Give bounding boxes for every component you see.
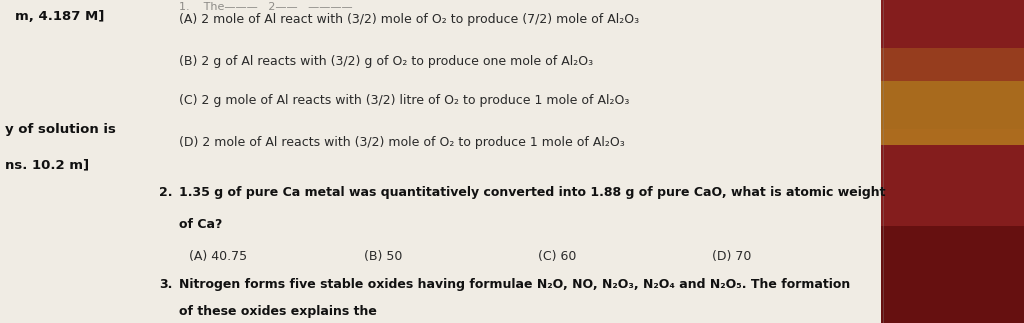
Text: 1.    The———   2——   ————: 1. The——— 2—— ———— (179, 2, 353, 12)
Text: (B) 50: (B) 50 (364, 250, 401, 263)
Text: m, 4.187 M]: m, 4.187 M] (15, 10, 104, 23)
Text: (A) 2 mole of Al react with (3/2) mole of O₂ to produce (7/2) mole of Al₂O₃: (A) 2 mole of Al react with (3/2) mole o… (179, 13, 639, 26)
Text: (C) 60: (C) 60 (538, 250, 575, 263)
Text: (D) 2 mole of Al reacts with (3/2) mole of O₂ to produce 1 mole of Al₂O₃: (D) 2 mole of Al reacts with (3/2) mole … (179, 136, 625, 149)
Text: ns. 10.2 m]: ns. 10.2 m] (5, 158, 89, 171)
Text: (D) 70: (D) 70 (712, 250, 751, 263)
Text: (C) 2 g mole of Al reacts with (3/2) litre of O₂ to produce 1 mole of Al₂O₃: (C) 2 g mole of Al reacts with (3/2) lit… (179, 94, 630, 107)
Text: of these oxides explains the: of these oxides explains the (179, 305, 377, 318)
Text: of Ca?: of Ca? (179, 218, 222, 231)
Text: (A) 40.75: (A) 40.75 (189, 250, 248, 263)
Bar (881, 226, 1024, 323)
Text: 3.: 3. (159, 278, 172, 291)
Bar (881, 48, 1024, 145)
Text: 2.: 2. (159, 186, 172, 199)
Text: (B) 2 g of Al reacts with (3/2) g of O₂ to produce one mole of Al₂O₃: (B) 2 g of Al reacts with (3/2) g of O₂ … (179, 55, 593, 68)
Bar (881, 0, 1024, 323)
Bar (881, 0, 1024, 81)
Text: Nitrogen forms five stable oxides having formulae N₂O, NO, N₂O₃, N₂O₄ and N₂O₅. : Nitrogen forms five stable oxides having… (179, 278, 851, 291)
Bar (881, 129, 1024, 226)
Bar (0, 0, 881, 323)
Text: y of solution is: y of solution is (5, 123, 116, 136)
Text: 1.35 g of pure Ca metal was quantitatively converted into 1.88 g of pure CaO, wh: 1.35 g of pure Ca metal was quantitative… (179, 186, 886, 199)
